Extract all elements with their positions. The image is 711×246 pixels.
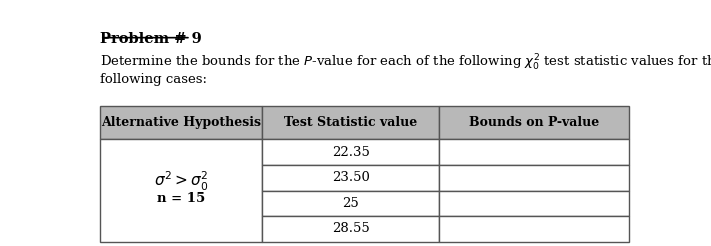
Bar (262, 191, 439, 216)
Text: Problem # 9: Problem # 9 (100, 32, 202, 46)
Text: following cases:: following cases: (100, 73, 207, 86)
Text: 28.55: 28.55 (332, 222, 370, 235)
Bar (100, 139, 262, 242)
Bar (262, 106, 439, 139)
Text: 22.35: 22.35 (331, 146, 370, 159)
Bar (262, 165, 439, 191)
Text: Alternative Hypothesis: Alternative Hypothesis (101, 116, 261, 129)
Text: $\sigma^2 > \sigma^2_0$: $\sigma^2 > \sigma^2_0$ (154, 169, 208, 193)
Bar (439, 216, 629, 242)
Bar (262, 216, 439, 242)
Bar (439, 191, 629, 216)
Text: 25: 25 (342, 197, 359, 210)
Bar (439, 139, 629, 165)
Bar (439, 106, 629, 139)
Text: Determine the bounds for the $P$-value for each of the following $\chi^2_0$ test: Determine the bounds for the $P$-value f… (100, 53, 711, 73)
Text: 23.50: 23.50 (331, 171, 370, 184)
Bar (262, 139, 439, 165)
Bar (100, 106, 262, 139)
Text: n = 15: n = 15 (157, 192, 205, 205)
Text: Bounds on P-value: Bounds on P-value (469, 116, 599, 129)
Text: Test Statistic value: Test Statistic value (284, 116, 417, 129)
Bar (439, 165, 629, 191)
